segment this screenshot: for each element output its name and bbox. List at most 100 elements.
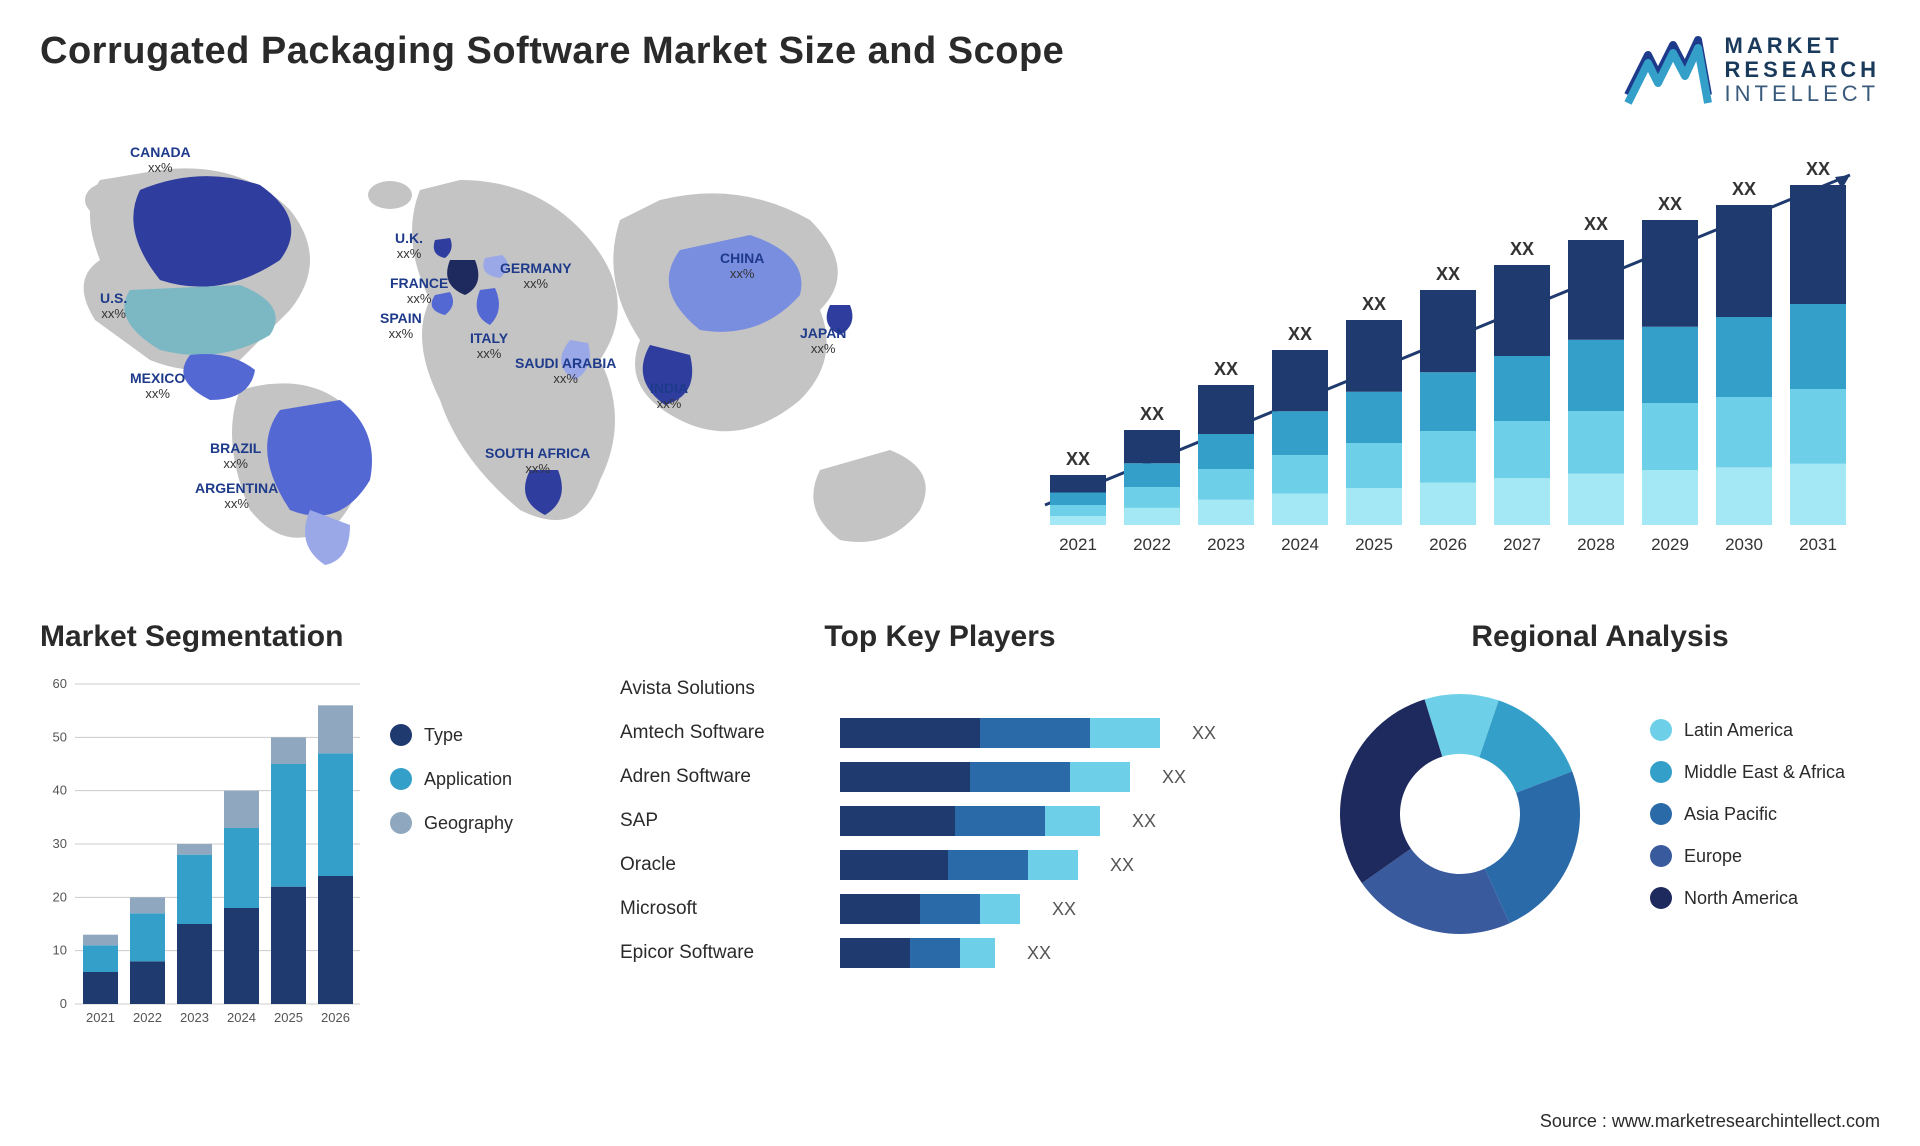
region-donut-svg [1320, 674, 1600, 954]
growth-bar-seg [1198, 434, 1254, 469]
growth-bar-seg [1272, 411, 1328, 455]
seg-legend-item: Application [390, 768, 513, 790]
svg-text:XX: XX [1510, 239, 1534, 259]
svg-text:XX: XX [1214, 359, 1238, 379]
svg-text:XX: XX [1288, 324, 1312, 344]
growth-bar-seg [1346, 488, 1402, 525]
svg-text:20: 20 [53, 889, 67, 904]
seg-bar-seg [318, 753, 353, 876]
player-row: OracleXX [620, 850, 1260, 880]
bottom-row: Market Segmentation 01020304050602021202… [40, 620, 1880, 1100]
region-legend-item: North America [1650, 887, 1845, 909]
region-legend-item: Middle East & Africa [1650, 761, 1845, 783]
growth-bar-seg [1642, 470, 1698, 525]
growth-bar-seg [1568, 340, 1624, 411]
player-bar [840, 718, 1160, 748]
growth-bar-seg [1124, 508, 1180, 525]
svg-text:2026: 2026 [1429, 535, 1467, 554]
player-row: Amtech SoftwareXX [620, 718, 1260, 748]
growth-bar-seg [1346, 320, 1402, 392]
svg-text:XX: XX [1362, 294, 1386, 314]
svg-text:XX: XX [1066, 449, 1090, 469]
region-legend: Latin AmericaMiddle East & AfricaAsia Pa… [1650, 719, 1845, 909]
svg-text:XX: XX [1658, 194, 1682, 214]
svg-text:XX: XX [1584, 214, 1608, 234]
seg-bar-seg [177, 924, 212, 1004]
growth-bar-seg [1346, 443, 1402, 488]
player-val: XX [1052, 899, 1076, 920]
svg-text:2025: 2025 [274, 1010, 303, 1025]
player-name: Microsoft [620, 898, 820, 920]
growth-bar-seg [1420, 372, 1476, 431]
growth-chart-panel: XX2021XX2022XX2023XX2024XX2025XX2026XX20… [1020, 140, 1880, 580]
page-title: Corrugated Packaging Software Market Siz… [40, 30, 1064, 73]
player-row: SAPXX [620, 806, 1260, 836]
player-val: XX [1027, 943, 1051, 964]
growth-bar-seg [1050, 505, 1106, 516]
svg-text:2026: 2026 [321, 1010, 350, 1025]
svg-text:2024: 2024 [1281, 535, 1319, 554]
seg-legend-item: Geography [390, 812, 513, 834]
growth-chart-svg: XX2021XX2022XX2023XX2024XX2025XX2026XX20… [1020, 140, 1880, 580]
seg-bar-seg [130, 913, 165, 961]
player-name: Oracle [620, 854, 820, 876]
growth-bar-seg [1050, 493, 1106, 506]
seg-bar-seg [271, 737, 306, 764]
seg-bar-seg [177, 855, 212, 924]
seg-bar-seg [83, 945, 118, 972]
seg-bar-seg [224, 791, 259, 828]
seg-bar-seg [130, 897, 165, 913]
svg-text:40: 40 [53, 783, 67, 798]
growth-bar-seg [1272, 494, 1328, 526]
player-bar [840, 850, 1078, 880]
svg-text:60: 60 [53, 676, 67, 691]
svg-text:30: 30 [53, 836, 67, 851]
seg-bar-seg [224, 908, 259, 1004]
segmentation-panel: Market Segmentation 01020304050602021202… [40, 620, 560, 1100]
growth-bar-seg [1642, 327, 1698, 403]
svg-text:0: 0 [60, 996, 67, 1011]
growth-bar-seg [1420, 431, 1476, 483]
header: Corrugated Packaging Software Market Siz… [40, 30, 1880, 110]
growth-bar-seg [1642, 403, 1698, 470]
svg-text:XX: XX [1806, 159, 1830, 179]
growth-bar-seg [1494, 478, 1550, 525]
seg-bar-seg [177, 844, 212, 855]
players-list: Avista SolutionsAmtech SoftwareXXAdren S… [620, 674, 1260, 968]
growth-bar-seg [1420, 483, 1476, 525]
player-name: Avista Solutions [620, 678, 820, 700]
seg-bar-seg [271, 764, 306, 887]
segmentation-title: Market Segmentation [40, 620, 560, 654]
player-name: SAP [620, 810, 820, 832]
player-row: Microsoft XX [620, 894, 1260, 924]
svg-text:2031: 2031 [1799, 535, 1837, 554]
logo-text: MARKET RESEARCH INTELLECT [1725, 34, 1880, 107]
seg-bar-seg [83, 935, 118, 946]
growth-bar-seg [1716, 317, 1772, 397]
growth-bar-seg [1716, 205, 1772, 317]
player-bar [840, 938, 995, 968]
svg-text:2022: 2022 [133, 1010, 162, 1025]
player-name: Amtech Software [620, 722, 820, 744]
player-row: Adren SoftwareXX [620, 762, 1260, 792]
growth-bar-seg [1494, 356, 1550, 421]
svg-text:2027: 2027 [1503, 535, 1541, 554]
top-row: CANADAxx%U.S.xx%MEXICOxx%BRAZILxx%ARGENT… [40, 140, 1880, 580]
svg-text:XX: XX [1140, 404, 1164, 424]
player-bar [840, 894, 1020, 924]
brand-logo: MARKET RESEARCH INTELLECT [1623, 30, 1880, 110]
growth-bar-seg [1494, 265, 1550, 356]
region-legend-item: Europe [1650, 845, 1845, 867]
svg-text:2022: 2022 [1133, 535, 1171, 554]
svg-text:2021: 2021 [1059, 535, 1097, 554]
growth-bar-seg [1198, 469, 1254, 500]
growth-bar-seg [1272, 350, 1328, 411]
player-val: XX [1162, 767, 1186, 788]
growth-bar-seg [1050, 475, 1106, 493]
svg-text:10: 10 [53, 943, 67, 958]
seg-legend-item: Type [390, 724, 513, 746]
donut-slice [1340, 699, 1442, 883]
growth-bar-seg [1346, 392, 1402, 443]
growth-bar-seg [1568, 240, 1624, 340]
seg-bar-seg [130, 961, 165, 1004]
